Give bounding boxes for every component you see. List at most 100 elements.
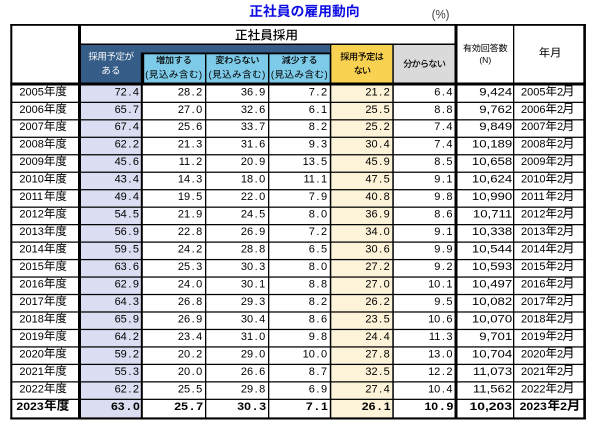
svg-text:2016: 2016 (521, 278, 545, 290)
svg-text:22.0: 22. 0 (241, 191, 265, 203)
svg-text:10.6: 10. 6 (428, 313, 452, 325)
svg-text:2: 2 (557, 313, 563, 325)
svg-text:2010: 2010 (521, 174, 545, 186)
svg-text:10.4: 10. 4 (428, 383, 452, 395)
svg-text:2017: 2017 (19, 296, 43, 308)
svg-text:45.9: 45. 9 (365, 156, 389, 168)
svg-text:9.3: 9.3 (309, 139, 327, 151)
svg-text:21.2: 21. 2 (365, 86, 389, 98)
svg-text:27.0: 27. 0 (365, 278, 389, 290)
svg-text:21.3: 21. 3 (178, 139, 202, 151)
svg-text:33.7: 33. 7 (241, 121, 265, 133)
svg-text:2006: 2006 (19, 104, 43, 116)
svg-text:56.9: 56. 9 (115, 226, 139, 238)
svg-text:40.8: 40. 8 (365, 191, 389, 203)
svg-text:10,070: 10,070 (472, 312, 513, 325)
svg-text:9,701: 9,701 (479, 330, 512, 343)
svg-text:30.4: 30. 4 (365, 139, 389, 151)
svg-text:2022: 2022 (19, 383, 43, 395)
svg-text:2018: 2018 (521, 313, 545, 325)
svg-text:31.6: 31. 6 (241, 139, 265, 151)
svg-text:21.9: 21. 9 (178, 209, 202, 221)
svg-text:8.8: 8.8 (434, 104, 452, 116)
svg-text:2: 2 (557, 139, 563, 151)
svg-text:2: 2 (560, 400, 567, 412)
svg-text:2021: 2021 (521, 366, 545, 378)
svg-text:10,189: 10,189 (472, 138, 513, 151)
svg-text:13.0: 13. 0 (428, 348, 452, 360)
svg-text:23.4: 23. 4 (178, 331, 202, 343)
svg-text:24.5: 24. 5 (241, 209, 265, 221)
svg-text:65.7: 65. 7 (115, 104, 139, 116)
svg-text:8.0: 8.0 (309, 209, 327, 221)
svg-text:2013: 2013 (19, 226, 43, 238)
svg-text:8.2: 8.2 (309, 296, 327, 308)
svg-text:2016: 2016 (19, 278, 43, 290)
svg-text:2009: 2009 (521, 156, 545, 168)
svg-text:27.2: 27. 2 (365, 261, 389, 273)
svg-text:2: 2 (557, 278, 563, 290)
svg-text:2: 2 (557, 191, 563, 203)
svg-text:7.4: 7.4 (434, 139, 452, 151)
svg-text:2023: 2023 (520, 400, 548, 412)
svg-text:2020: 2020 (521, 348, 545, 360)
svg-text:27.0: 27. 0 (178, 104, 202, 116)
svg-text:9.5: 9.5 (434, 296, 452, 308)
svg-text:63.6: 63. 6 (115, 261, 139, 273)
svg-text:49.4: 49. 4 (115, 191, 139, 203)
svg-text:28.8: 28. 8 (241, 244, 265, 256)
svg-text:2007: 2007 (19, 121, 43, 133)
svg-text:2: 2 (557, 261, 563, 273)
svg-text:2014: 2014 (19, 244, 43, 256)
svg-text:25.5: 25. 5 (365, 104, 389, 116)
svg-text:20.2: 20. 2 (178, 348, 202, 360)
svg-text:2: 2 (557, 174, 563, 186)
svg-text:2010: 2010 (19, 174, 43, 186)
svg-text:2017: 2017 (521, 296, 545, 308)
svg-text:9,849: 9,849 (479, 120, 512, 133)
svg-text:10,990: 10,990 (472, 190, 513, 203)
svg-text:10,624: 10,624 (472, 173, 513, 186)
svg-text:25.2: 25. 2 (365, 121, 389, 133)
svg-text:26.9: 26. 9 (241, 226, 265, 238)
svg-text:10,497: 10,497 (472, 278, 513, 291)
svg-text:54.5: 54. 5 (115, 209, 139, 221)
svg-text:62.9: 62. 9 (115, 278, 139, 290)
svg-text:10,711: 10,711 (473, 208, 513, 221)
svg-text:20.0: 20. 0 (178, 366, 202, 378)
svg-text:23.5: 23. 5 (365, 313, 389, 325)
svg-text:32.6: 32. 6 (241, 104, 265, 116)
svg-text:6.5: 6.5 (309, 244, 327, 256)
svg-text:6.9: 6.9 (309, 383, 327, 395)
svg-text:6.4: 6.4 (434, 86, 452, 98)
svg-text:2009: 2009 (19, 156, 43, 168)
svg-text:64.3: 64. 3 (115, 296, 139, 308)
svg-text:9,762: 9,762 (479, 103, 512, 116)
svg-text:47.5: 47. 5 (365, 174, 389, 186)
svg-text:2: 2 (557, 121, 563, 133)
svg-text:(%): (%) (432, 10, 450, 22)
svg-text:22.8: 22. 8 (178, 226, 202, 238)
svg-text:65.9: 65. 9 (115, 313, 139, 325)
svg-text:10,082: 10,082 (472, 295, 513, 308)
svg-text:9.2: 9.2 (434, 261, 452, 273)
svg-text:2007: 2007 (521, 121, 545, 133)
svg-text:19.5: 19. 5 (178, 191, 202, 203)
svg-text:36.9: 36. 9 (365, 209, 389, 221)
svg-text:2: 2 (557, 366, 563, 378)
svg-text:2006: 2006 (521, 104, 545, 116)
svg-text:2008: 2008 (19, 139, 43, 151)
svg-text:2011: 2011 (19, 191, 43, 203)
svg-text:29.0: 29. 0 (241, 348, 265, 360)
svg-text:9.1: 9.1 (434, 226, 452, 238)
svg-text:7.4: 7.4 (434, 121, 452, 133)
svg-text:10.1: 10. 1 (428, 278, 452, 290)
svg-text:2: 2 (557, 156, 563, 168)
svg-text:8.2: 8.2 (309, 121, 327, 133)
svg-text:62.2: 62. 2 (115, 383, 139, 395)
svg-text:18.0: 18. 0 (241, 174, 265, 186)
svg-text:28.2: 28. 2 (178, 86, 202, 98)
svg-text:9.9: 9.9 (434, 244, 452, 256)
svg-text:2005: 2005 (521, 86, 545, 98)
svg-text:9,424: 9,424 (479, 85, 512, 98)
